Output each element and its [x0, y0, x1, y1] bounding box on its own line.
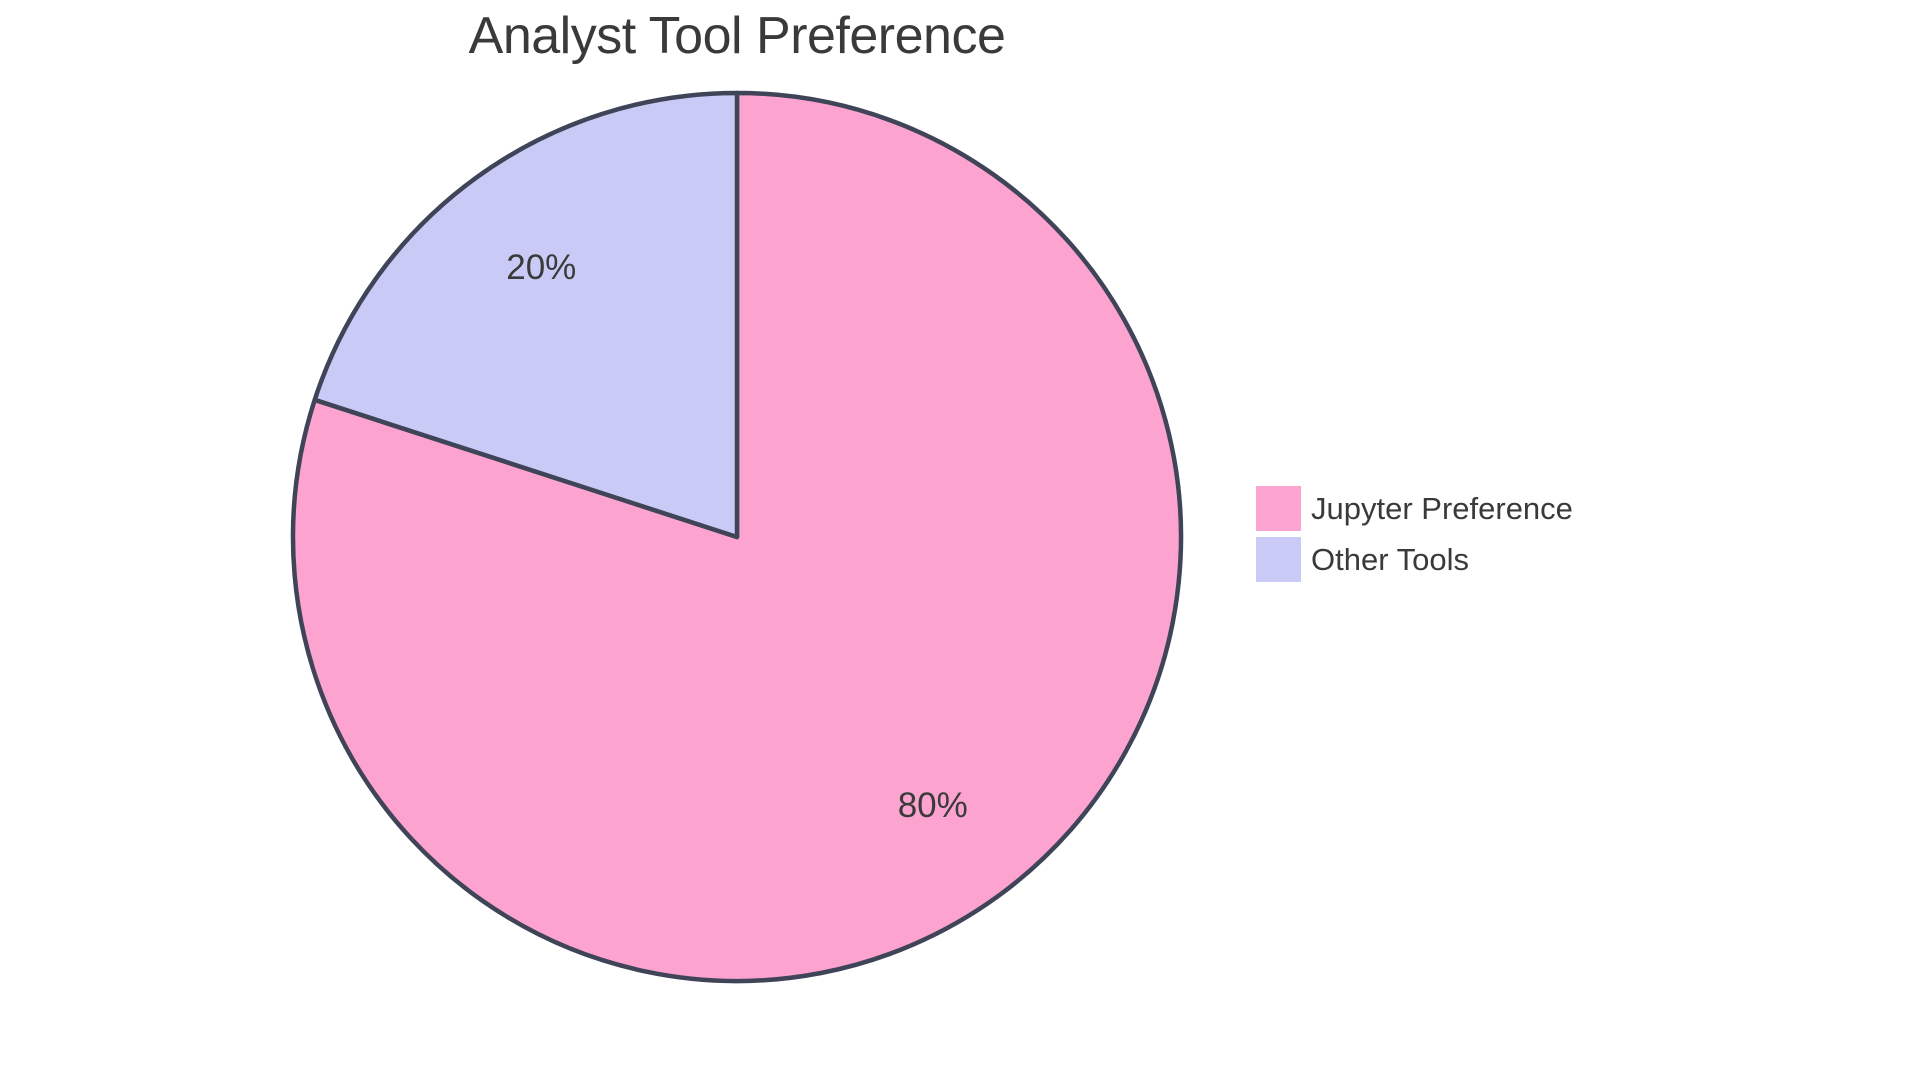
legend-item-jupyter-preference[interactable]: Jupyter Preference	[1256, 486, 1573, 531]
legend-label: Other Tools	[1311, 541, 1469, 577]
pie-slice-1[interactable]	[312, 90, 740, 540]
legend: Jupyter Preference Other Tools	[1256, 486, 1573, 588]
legend-item-other-tools[interactable]: Other Tools	[1256, 537, 1573, 582]
legend-swatch-jupyter-preference	[1256, 486, 1301, 531]
legend-label: Jupyter Preference	[1311, 490, 1573, 526]
chart-title: Analyst Tool Preference	[468, 7, 1006, 65]
legend-swatch-other-tools	[1256, 537, 1301, 582]
